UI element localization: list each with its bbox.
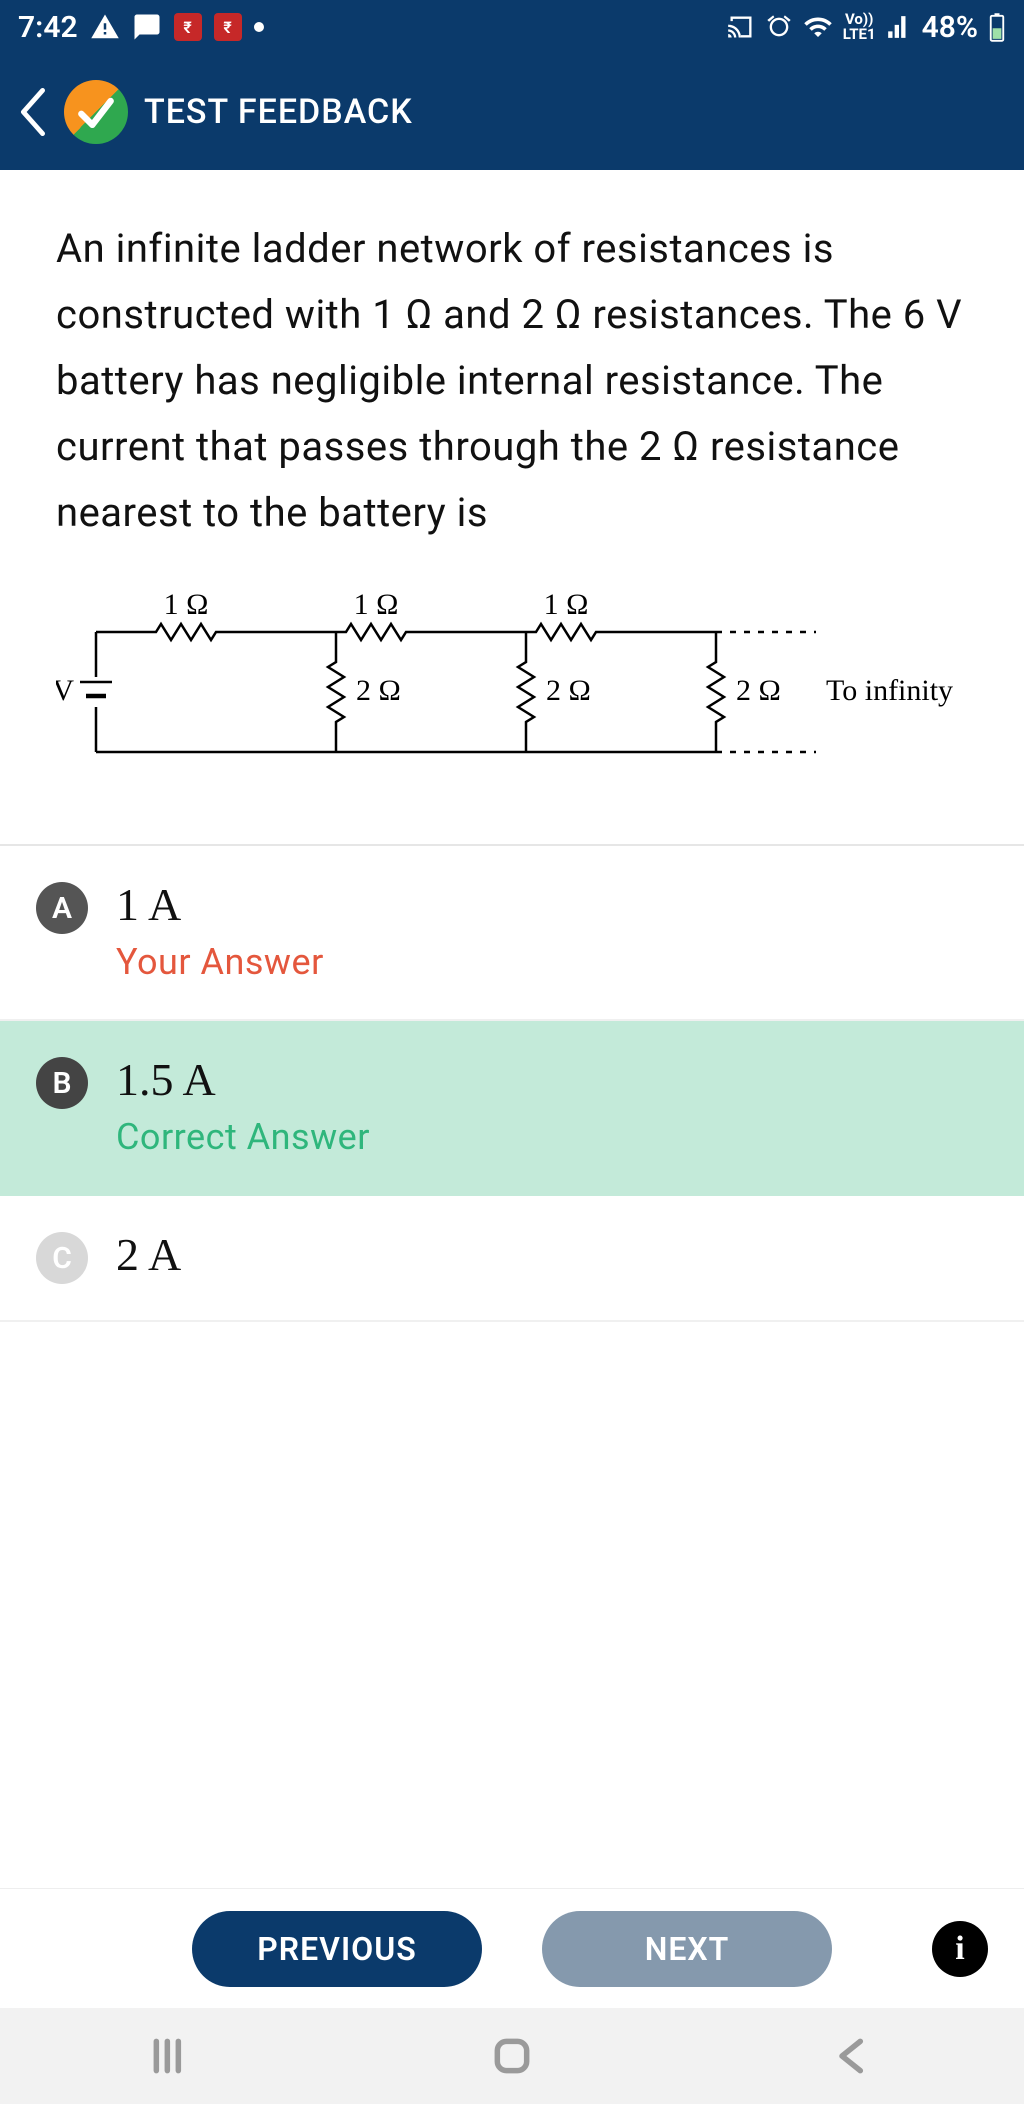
notification-chip-icon: ₹ (214, 13, 242, 41)
next-button[interactable]: NEXT (542, 1911, 832, 1987)
svg-text:To infinity: To infinity (826, 674, 953, 707)
status-bar: 7:42 ₹ ₹ Vo))LTE1 48% (0, 0, 1024, 54)
battery-icon (988, 12, 1006, 42)
more-dot-icon (254, 22, 264, 32)
question-text: An infinite ladder network of resistance… (56, 216, 968, 546)
option-c[interactable]: C 2 A (0, 1196, 1024, 1322)
system-back-button[interactable] (753, 2034, 953, 2078)
warning-icon (90, 12, 120, 42)
wifi-icon (803, 12, 833, 42)
svg-text:1 Ω: 1 Ω (544, 588, 589, 621)
option-badge: B (36, 1057, 88, 1109)
options-list: A 1 A Your Answer B 1.5 A Correct Answer… (0, 846, 1024, 1322)
svg-text:1 Ω: 1 Ω (164, 588, 209, 621)
option-b[interactable]: B 1.5 A Correct Answer (0, 1021, 1024, 1196)
home-button[interactable] (412, 2034, 612, 2078)
option-badge: C (36, 1232, 88, 1284)
option-subtext: Correct Answer (116, 1116, 370, 1158)
alarm-icon (765, 13, 793, 41)
footer-nav: PREVIOUS NEXT i (0, 1888, 1024, 2008)
option-a[interactable]: A 1 A Your Answer (0, 846, 1024, 1021)
option-subtext: Your Answer (116, 941, 324, 983)
option-text: 1 A (116, 878, 324, 931)
notification-chip-icon: ₹ (174, 13, 202, 41)
battery-percent: 48% (922, 10, 978, 45)
svg-text:2 Ω: 2 Ω (546, 674, 591, 707)
option-text: 1.5 A (116, 1053, 370, 1106)
svg-text:2 Ω: 2 Ω (736, 674, 781, 707)
question-area: An infinite ladder network of resistance… (0, 170, 1024, 812)
system-nav-bar (0, 2008, 1024, 2104)
app-header: TEST FEEDBACK (0, 54, 1024, 170)
status-time: 7:42 (18, 10, 78, 45)
recents-button[interactable] (71, 2034, 271, 2078)
network-lte-icon: Vo))LTE1 (843, 12, 876, 42)
option-text: 2 A (116, 1228, 181, 1281)
status-left: 7:42 ₹ ₹ (18, 10, 264, 45)
cast-icon (727, 13, 755, 41)
status-right: Vo))LTE1 48% (727, 10, 1006, 45)
chat-icon (132, 12, 162, 42)
page-title: TEST FEEDBACK (144, 92, 413, 132)
info-icon[interactable]: i (932, 1921, 988, 1977)
circuit-diagram: 6 V 1 Ω 1 Ω 1 Ω 2 Ω 2 Ω 2 Ω To infinity (56, 582, 968, 782)
svg-text:2 Ω: 2 Ω (356, 674, 401, 707)
option-badge: A (36, 882, 88, 934)
previous-button[interactable]: PREVIOUS (192, 1911, 482, 1987)
app-logo-icon (64, 80, 128, 144)
back-icon[interactable] (18, 88, 48, 136)
signal-icon (886, 14, 912, 40)
svg-text:1 Ω: 1 Ω (354, 588, 399, 621)
svg-text:6 V: 6 V (56, 674, 74, 707)
